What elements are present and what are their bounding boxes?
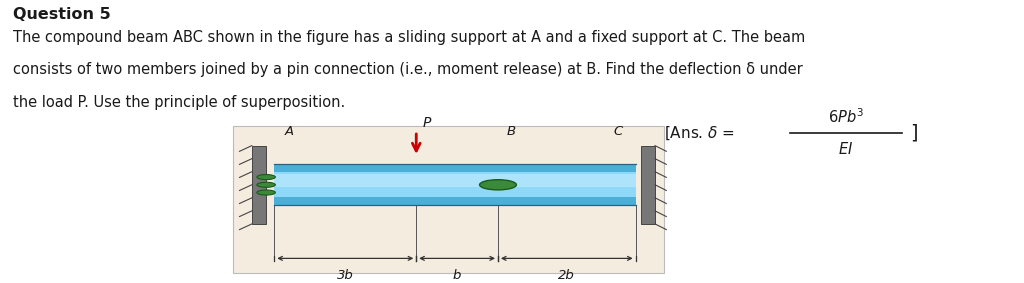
- Text: $EI$: $EI$: [839, 142, 853, 157]
- Bar: [252, 146, 266, 224]
- Text: P: P: [423, 116, 431, 130]
- Bar: [274, 164, 636, 205]
- Text: 2b: 2b: [558, 269, 575, 282]
- Circle shape: [257, 175, 275, 180]
- Circle shape: [479, 180, 516, 190]
- Text: The compound beam ABC shown in the figure has a sliding support at A and a fixed: The compound beam ABC shown in the figur…: [13, 30, 806, 45]
- Text: 3b: 3b: [337, 269, 353, 282]
- Text: C: C: [613, 125, 623, 138]
- Text: ]: ]: [910, 123, 918, 143]
- Text: A: A: [285, 125, 294, 138]
- Bar: [274, 175, 636, 187]
- Circle shape: [257, 190, 275, 195]
- Text: b: b: [453, 269, 461, 282]
- Text: B: B: [506, 125, 515, 138]
- Text: $6Pb^3$: $6Pb^3$: [827, 107, 864, 126]
- Circle shape: [257, 182, 275, 187]
- Text: the load P. Use the principle of superposition.: the load P. Use the principle of superpo…: [13, 95, 345, 110]
- Bar: [274, 172, 636, 197]
- Text: consists of two members joined by a pin connection (i.e., moment release) at B. : consists of two members joined by a pin …: [13, 62, 803, 77]
- Text: Question 5: Question 5: [13, 7, 111, 22]
- Bar: [641, 146, 655, 224]
- Text: [Ans. $\delta$ =: [Ans. $\delta$ =: [664, 124, 734, 142]
- Bar: [233, 126, 664, 273]
